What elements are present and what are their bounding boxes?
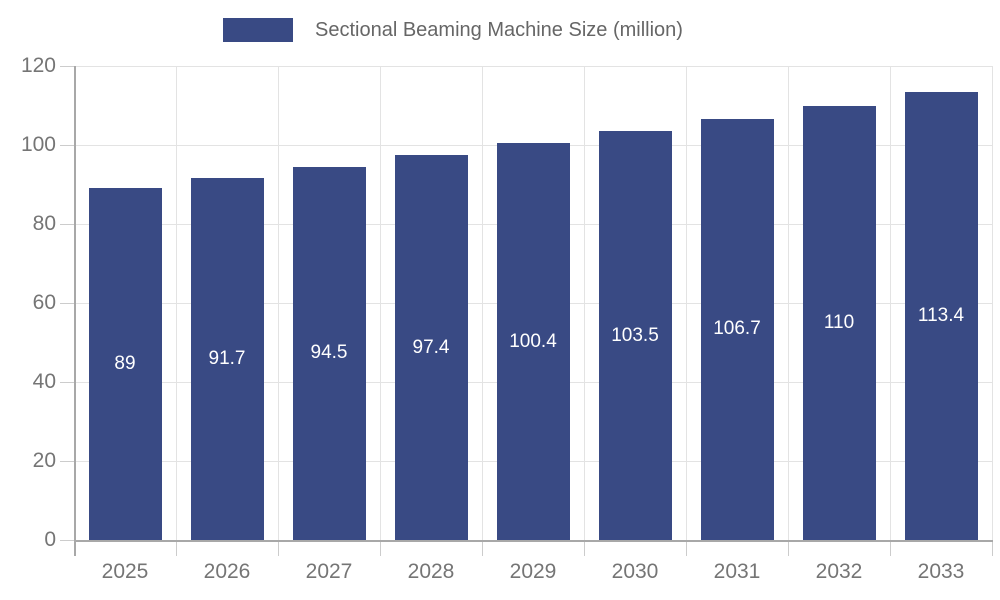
y-tick-label: 80: [32, 212, 56, 235]
gridline-vertical: [176, 66, 177, 540]
x-tick-label-2028: 2028: [407, 560, 455, 583]
bar-2026: 91.7: [190, 177, 264, 540]
gridline-vertical: [584, 66, 585, 540]
x-axis-line: [74, 540, 993, 542]
gridline-vertical: [686, 66, 687, 540]
bar-2025: 89: [88, 188, 162, 540]
legend-item[interactable]: Sectional Beaming Machine Size (million): [223, 18, 683, 42]
x-tick-label-2033: 2033: [917, 560, 965, 583]
bar-value-label: 97.4: [412, 336, 450, 358]
bar-2033: 113.4: [904, 92, 978, 540]
y-tick-mark: [60, 461, 74, 462]
bar-value-label: 89: [114, 353, 136, 375]
x-tick-mark: [176, 540, 177, 556]
y-tick-label: 20: [32, 449, 56, 472]
gridline-vertical: [992, 66, 993, 540]
x-tick-label-2032: 2032: [815, 560, 863, 583]
x-tick-mark: [482, 540, 483, 556]
x-tick-mark: [788, 540, 789, 556]
x-tick-mark: [584, 540, 585, 556]
y-tick-mark: [60, 224, 74, 225]
y-tick-label: 60: [32, 291, 56, 314]
bar-value-label: 113.4: [917, 305, 965, 327]
bar-2027: 94.5: [292, 166, 366, 540]
y-axis-line: [74, 66, 76, 556]
x-tick-mark: [686, 540, 687, 556]
bar-value-label: 106.7: [713, 318, 761, 340]
gridline-vertical: [278, 66, 279, 540]
x-tick-label-2030: 2030: [611, 560, 659, 583]
y-tick-mark: [60, 382, 74, 383]
bar-2032: 110: [802, 105, 876, 540]
gridline-vertical: [788, 66, 789, 540]
x-tick-label-2031: 2031: [713, 560, 761, 583]
bar-2029: 100.4: [496, 143, 570, 540]
bar-value-label: 100.4: [509, 330, 557, 352]
gridline-vertical: [380, 66, 381, 540]
y-tick-label: 40: [32, 370, 56, 393]
x-tick-mark: [890, 540, 891, 556]
y-tick-mark: [60, 66, 74, 67]
y-tick-label: 100: [20, 133, 56, 156]
x-tick-mark: [278, 540, 279, 556]
gridline-horizontal: [74, 66, 992, 67]
y-tick-mark: [60, 145, 74, 146]
x-tick-label-2026: 2026: [203, 560, 251, 583]
bar-2028: 97.4: [394, 155, 468, 540]
y-tick-mark: [60, 303, 74, 304]
plot-area: 89 91.7 94.5 97.4 100.4 103.5 106.7 110 113.4: [74, 66, 993, 540]
bar-2030: 103.5: [598, 131, 672, 540]
bar-value-label: 110: [823, 311, 855, 333]
y-tick-label: 0: [44, 528, 56, 551]
x-tick-label-2029: 2029: [509, 560, 557, 583]
y-tick-mark: [60, 540, 74, 541]
x-tick-mark: [380, 540, 381, 556]
x-axis-labels: 2025 2026 2027 2028 2029 2030 2031 2032 2033: [74, 560, 992, 584]
bar-2031: 106.7: [700, 118, 774, 540]
x-tick-label-2027: 2027: [305, 560, 353, 583]
bar-value-label: 91.7: [208, 347, 246, 369]
bar-value-label: 103.5: [611, 324, 659, 346]
x-tick-mark: [992, 540, 993, 556]
y-tick-label: 120: [20, 54, 56, 77]
x-tick-label-2025: 2025: [101, 560, 149, 583]
legend-swatch-icon: [223, 18, 293, 42]
gridline-vertical: [482, 66, 483, 540]
bar-value-label: 94.5: [310, 342, 348, 364]
legend-label: Sectional Beaming Machine Size (million): [315, 18, 683, 41]
gridline-vertical: [890, 66, 891, 540]
